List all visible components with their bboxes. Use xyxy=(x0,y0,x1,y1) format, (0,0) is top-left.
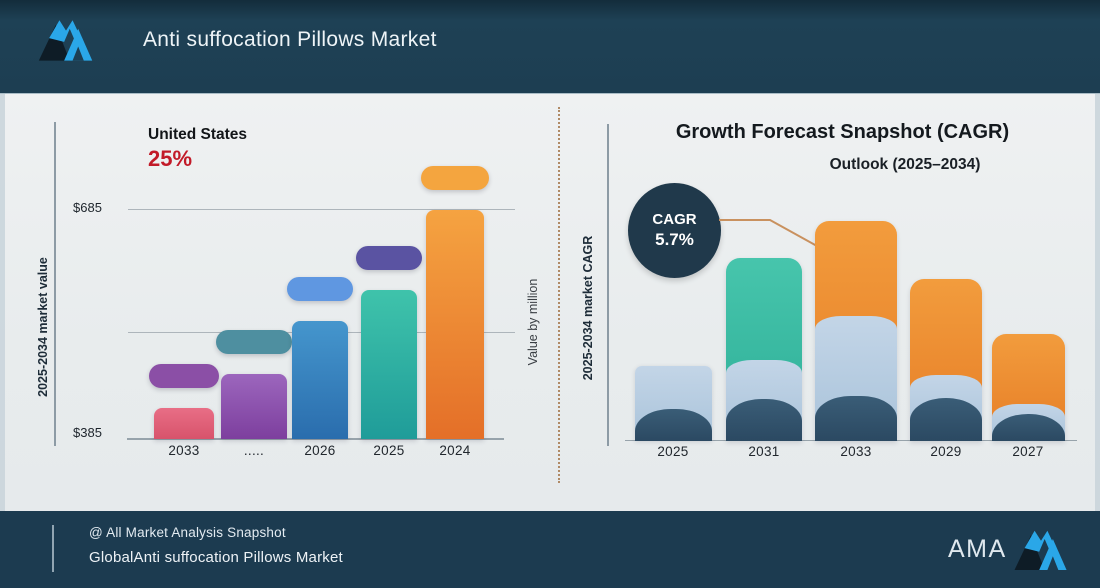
charts-section: $685 $385 United States 25% 2025-2034 ma… xyxy=(0,93,1100,512)
right-chart-subtitle: Outlook (2025–2034) xyxy=(829,156,981,173)
stack-base-2025 xyxy=(634,409,712,441)
x-axis-label-right-2031: 2031 xyxy=(748,444,780,459)
y-tick-385: $385 xyxy=(73,425,102,440)
x-axis-label-2024: 2024 xyxy=(439,443,471,458)
page-title: Anti suffocation Pillows Market xyxy=(143,28,437,51)
x-axis-label-2025: 2025 xyxy=(373,443,405,458)
left-chart-y-axis-title: 2025-2034 market value xyxy=(36,257,50,397)
left-chart-right-axis-title: Value by million xyxy=(526,278,540,366)
right-chart-y-axis-title: 2025-2034 market CAGR xyxy=(581,235,595,381)
header-bar: Anti suffocation Pillows Market xyxy=(0,0,1100,93)
left-chart-highlight-value: 25% xyxy=(148,146,193,171)
left-chart-region-label: United States xyxy=(148,126,248,143)
ama-logo-icon xyxy=(38,20,93,61)
footer-market-text: GlobalAnti suffocation Pillows Market xyxy=(89,549,343,566)
cagr-badge: CAGR 5.7% xyxy=(628,183,721,278)
footer-divider-line xyxy=(52,525,54,572)
bar-2033 xyxy=(154,408,214,439)
panel-divider-dotted xyxy=(558,107,560,483)
stack-base-2029 xyxy=(910,398,982,441)
gridline-685 xyxy=(128,209,515,210)
panel-edge-right xyxy=(1095,94,1100,512)
footer-snapshot-text: @ All Market Analysis Snapshot xyxy=(89,525,286,540)
x-axis-label-right-2027: 2027 xyxy=(1012,444,1044,459)
right-chart-title: Growth Forecast Snapshot (CAGR) xyxy=(675,121,1010,143)
x-axis-label-.....: ..... xyxy=(243,443,265,458)
x-axis-label-2033: 2033 xyxy=(168,443,200,458)
stack-base-2031 xyxy=(726,399,802,441)
bar-cap-2033 xyxy=(149,364,219,389)
x-axis-label-right-2029: 2029 xyxy=(930,444,962,459)
cagr-badge-value: 5.7% xyxy=(655,230,694,250)
right-chart-y-axis xyxy=(607,124,609,446)
bar-2025 xyxy=(361,290,417,439)
stack-base-2033 xyxy=(815,396,897,441)
x-axis-label-2026: 2026 xyxy=(304,443,336,458)
stack-base-2027 xyxy=(991,414,1065,441)
ama-logo-footer-icon xyxy=(1014,530,1067,570)
left-chart-baseline xyxy=(127,438,504,440)
bar-2026 xyxy=(292,320,348,439)
bar-..... xyxy=(221,374,287,439)
footer-brand-text: AMA xyxy=(948,535,1007,563)
bar-cap-2026 xyxy=(287,276,353,301)
bar-cap-2024 xyxy=(421,166,489,190)
x-axis-label-right-2025: 2025 xyxy=(657,444,689,459)
y-tick-685: $685 xyxy=(73,200,102,215)
x-axis-label-right-2033: 2033 xyxy=(840,444,872,459)
footer-bar: @ All Market Analysis Snapshot GlobalAnt… xyxy=(0,511,1100,588)
bar-2024 xyxy=(426,210,484,439)
left-chart-y-axis xyxy=(54,122,56,446)
panel-edge-left xyxy=(0,94,5,512)
bar-cap-2025 xyxy=(356,246,422,271)
bar-cap-..... xyxy=(216,330,292,355)
cagr-badge-label: CAGR xyxy=(652,210,697,228)
